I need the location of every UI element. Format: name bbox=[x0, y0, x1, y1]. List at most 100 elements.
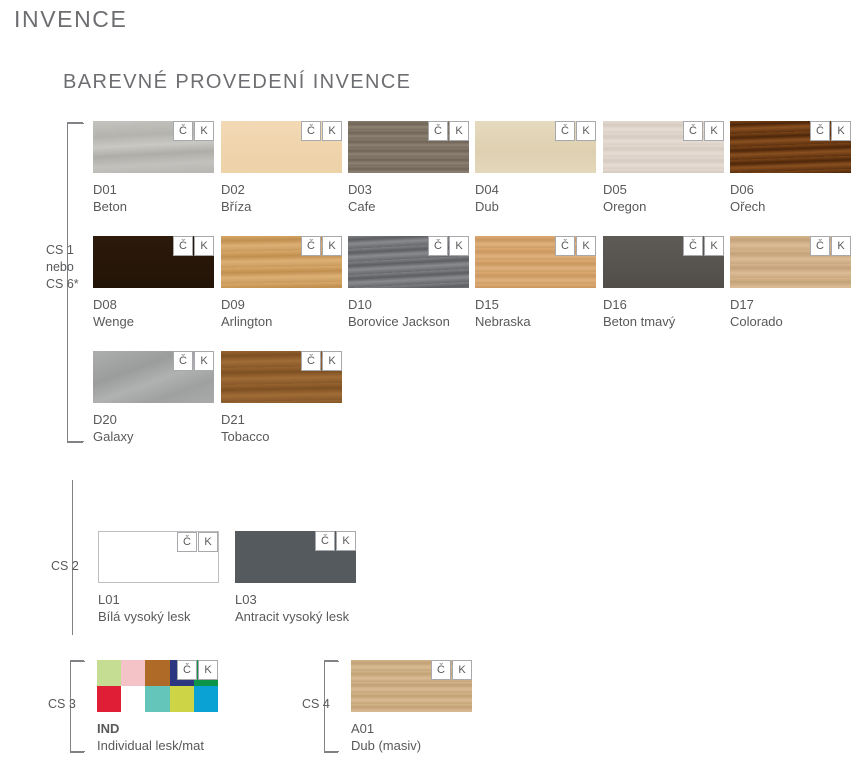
badge-group: Č K bbox=[172, 121, 214, 141]
swatch-color-d03: Č K bbox=[348, 121, 469, 173]
badge-cert-icon: Č bbox=[810, 236, 830, 256]
badge-cert-icon: Č bbox=[177, 532, 197, 552]
swatch-name: Cafe bbox=[348, 199, 376, 214]
ind-color-cell bbox=[193, 686, 218, 712]
swatch-code: D01 bbox=[93, 182, 117, 197]
swatch-color-d15: Č K bbox=[475, 236, 596, 288]
swatch-color-d09: Č K bbox=[221, 236, 342, 288]
badge-group: Č K bbox=[809, 121, 851, 141]
swatch-cell-d02[interactable]: Č K D02 Bříza bbox=[221, 121, 342, 215]
swatch-cell-d15[interactable]: Č K D15 Nebraska bbox=[475, 236, 596, 330]
swatch-color-d16: Č K bbox=[603, 236, 724, 288]
badge-cert-icon: Č bbox=[301, 236, 321, 256]
badge-kant-icon: K bbox=[704, 121, 724, 141]
swatch-cell-d17[interactable]: Č K D17 Colorado bbox=[730, 236, 851, 330]
badge-group: Č K bbox=[300, 236, 342, 256]
swatch-code: D10 bbox=[348, 297, 372, 312]
swatch-code: L03 bbox=[235, 592, 257, 607]
badge-kant-icon: K bbox=[452, 660, 472, 680]
swatch-color-a01: Č K bbox=[351, 660, 472, 712]
badge-kant-icon: K bbox=[831, 121, 851, 141]
ind-color-cell bbox=[169, 686, 194, 712]
ind-color-cell bbox=[97, 686, 122, 712]
page-title: INVENCE bbox=[14, 6, 128, 32]
swatch-cell-d03[interactable]: Č K D03 Cafe bbox=[348, 121, 469, 215]
swatch-name: Oregon bbox=[603, 199, 647, 214]
bracket-arm-top bbox=[325, 661, 339, 662]
ind-color-cell bbox=[121, 660, 146, 686]
swatch-cell-d05[interactable]: Č K D05 Oregon bbox=[603, 121, 724, 215]
badge-kant-icon: K bbox=[576, 121, 596, 141]
badge-cert-icon: Č bbox=[431, 660, 451, 680]
swatch-name: Antracit vysoký lesk bbox=[235, 609, 350, 624]
swatch-name: Beton tmavý bbox=[603, 314, 676, 329]
swatch-name: Galaxy bbox=[93, 429, 134, 444]
badge-kant-icon: K bbox=[198, 660, 218, 680]
badge-group: Č K bbox=[300, 351, 342, 371]
swatch-code: IND bbox=[97, 721, 120, 736]
swatch-cell-d06[interactable]: Č K D06 Ořech bbox=[730, 121, 851, 215]
ind-color-cell bbox=[121, 686, 146, 712]
swatch-cell-d09[interactable]: Č K D09 Arlington bbox=[221, 236, 342, 330]
swatch-code: D16 bbox=[603, 297, 627, 312]
ind-color-cell bbox=[145, 660, 170, 686]
badge-cert-icon: Č bbox=[301, 121, 321, 141]
swatch-cell-d01[interactable]: Č K D01 Beton bbox=[93, 121, 214, 215]
group-bracket-cs4 bbox=[324, 660, 339, 753]
badge-kant-icon: K bbox=[194, 236, 214, 256]
badge-kant-icon: K bbox=[322, 121, 342, 141]
badge-group: Č K bbox=[682, 121, 724, 141]
bracket-arm-bottom bbox=[68, 441, 84, 442]
badge-kant-icon: K bbox=[322, 351, 342, 371]
group-label-cs2: CS 2 bbox=[51, 559, 79, 573]
swatch-name: Tobacco bbox=[221, 429, 270, 444]
swatch-color-d17: Č K bbox=[730, 236, 851, 288]
swatch-cell-ind[interactable]: Č K IND Individual lesk/mat bbox=[97, 660, 218, 754]
swatch-code: L01 bbox=[98, 592, 120, 607]
swatch-cell-d16[interactable]: Č K D16 Beton tmavý bbox=[603, 236, 724, 330]
badge-group: Č K bbox=[430, 660, 472, 680]
swatch-code: D20 bbox=[93, 412, 117, 427]
swatch-color-l03: Č K bbox=[235, 531, 356, 583]
swatch-color-d06: Č K bbox=[730, 121, 851, 173]
swatch-cell-d20[interactable]: Č K D20 Galaxy bbox=[93, 351, 214, 445]
bracket-arm-bottom bbox=[325, 751, 339, 752]
ind-color-cell bbox=[97, 660, 122, 686]
group-label-cs4: CS 4 bbox=[302, 697, 330, 711]
swatch-color-d10: Č K bbox=[348, 236, 469, 288]
badge-kant-icon: K bbox=[194, 351, 214, 371]
swatch-code: D21 bbox=[221, 412, 245, 427]
badge-cert-icon: Č bbox=[810, 121, 830, 141]
group-label-cs3: CS 3 bbox=[48, 697, 76, 711]
badge-group: Č K bbox=[427, 121, 469, 141]
swatch-cell-d04[interactable]: Č K D04 Dub bbox=[475, 121, 596, 215]
badge-kant-icon: K bbox=[336, 531, 356, 551]
badge-cert-icon: Č bbox=[177, 660, 197, 680]
swatch-cell-d10[interactable]: Č K D10 Borovice Jackson bbox=[348, 236, 469, 330]
bracket-arm-top bbox=[71, 661, 85, 662]
badge-kant-icon: K bbox=[704, 236, 724, 256]
swatch-code: D15 bbox=[475, 297, 499, 312]
badge-group: Č K bbox=[427, 236, 469, 256]
swatch-cell-l01[interactable]: Č K L01 Bílá vysoký lesk bbox=[98, 531, 219, 625]
swatch-name: Dub bbox=[475, 199, 499, 214]
section-title: BAREVNÉ PROVEDENÍ INVENCE bbox=[63, 71, 412, 93]
swatch-cell-d21[interactable]: Č K D21 Tobacco bbox=[221, 351, 342, 445]
swatch-name: Individual lesk/mat bbox=[97, 738, 204, 753]
swatch-cell-d08[interactable]: Č K D08 Wenge bbox=[93, 236, 214, 330]
swatch-name: Wenge bbox=[93, 314, 134, 329]
badge-kant-icon: K bbox=[449, 236, 469, 256]
badge-group: Č K bbox=[682, 236, 724, 256]
ind-color-cell bbox=[145, 686, 170, 712]
badge-kant-icon: K bbox=[449, 121, 469, 141]
swatch-code: D17 bbox=[730, 297, 754, 312]
swatch-cell-l03[interactable]: Č K L03 Antracit vysoký lesk bbox=[235, 531, 356, 625]
swatch-code: D06 bbox=[730, 182, 754, 197]
swatch-name: Colorado bbox=[730, 314, 783, 329]
swatch-code: D04 bbox=[475, 182, 499, 197]
badge-kant-icon: K bbox=[322, 236, 342, 256]
swatch-code: D02 bbox=[221, 182, 245, 197]
swatch-cell-a01[interactable]: Č K A01 Dub (masiv) bbox=[351, 660, 472, 754]
badge-cert-icon: Č bbox=[173, 351, 193, 371]
swatch-code: D08 bbox=[93, 297, 117, 312]
